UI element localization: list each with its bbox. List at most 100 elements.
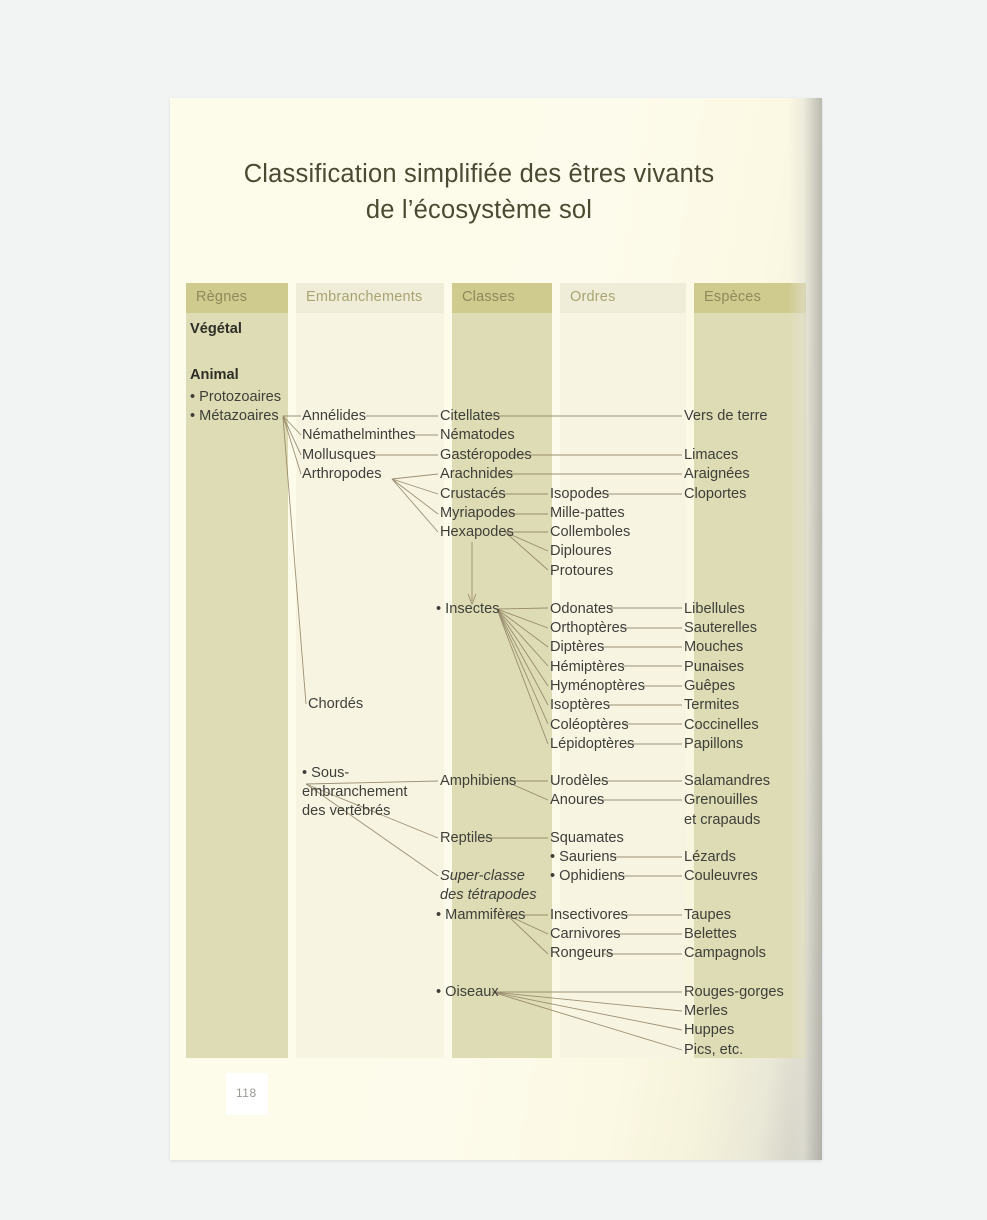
classification-table: Règnes Embranchements Classes Ordres Esp — [186, 283, 806, 1058]
column-header-ordres-label: Ordres — [570, 289, 616, 305]
book-page: Classification simplifiée des êtres viva… — [170, 98, 822, 1160]
column-classes: Classes — [452, 283, 552, 1058]
item-mammiferes: • Mammifères — [436, 907, 526, 923]
item-isopodes: Isopodes — [550, 486, 610, 502]
item-cloportes: Cloportes — [684, 486, 747, 502]
item-metazoaires: • Métazoaires — [190, 408, 279, 424]
item-superclasse-line-1: Super-classe — [440, 868, 525, 884]
column-header-classes-label: Classes — [462, 289, 515, 305]
item-odonates: Odonates — [550, 601, 614, 617]
column-embranchements-band — [296, 283, 444, 1058]
page-number: 118 — [226, 1073, 268, 1115]
item-belettes: Belettes — [684, 926, 737, 942]
item-nematodes: Nématodes — [440, 427, 515, 443]
item-chordes: Chordés — [308, 696, 364, 712]
item-urodeles: Urodèles — [550, 773, 609, 789]
item-grenouilles-line-1: Grenouilles — [684, 792, 758, 808]
column-header-especes: Espèces — [694, 283, 806, 313]
item-mille-pattes: Mille-pattes — [550, 505, 625, 521]
column-especes: Espèces — [694, 283, 806, 1058]
item-reptiles: Reptiles — [440, 830, 493, 846]
column-header-embranchements-label: Embranchements — [306, 289, 423, 305]
item-insectivores: Insectivores — [550, 907, 628, 923]
connector-lines — [282, 415, 683, 1051]
item-myriapodes: Myriapodes — [440, 505, 516, 521]
item-merles: Merles — [684, 1003, 728, 1019]
item-carnivores: Carnivores — [550, 926, 621, 942]
column-ordres-band — [560, 283, 686, 1058]
item-mollusques: Mollusques — [302, 447, 376, 463]
item-oiseaux: • Oiseaux — [436, 984, 499, 1000]
item-coccinelles: Coccinelles — [684, 717, 759, 733]
item-grenouilles-line-2: et crapauds — [684, 812, 761, 828]
item-couleuvres: Couleuvres — [684, 868, 758, 884]
item-mouches: Mouches — [684, 639, 744, 655]
item-sous-embranchement-line-3: des vertébrés — [302, 803, 391, 819]
item-citellates: Citellates — [440, 408, 501, 424]
item-sauterelles: Sauterelles — [684, 620, 758, 636]
item-squamates: Squamates — [550, 830, 624, 846]
item-punaises: Punaises — [684, 659, 745, 675]
item-vegetal: Végétal — [190, 321, 242, 337]
column-header-embranchements: Embranchements — [296, 283, 444, 313]
item-protoures: Protoures — [550, 563, 614, 579]
item-lepidopteres: Lépidoptères — [550, 736, 635, 752]
column-especes-band — [694, 283, 806, 1058]
column-regnes: Règnes — [186, 283, 288, 1058]
item-superclasse-line-2: des tétrapodes — [440, 887, 537, 903]
item-salamandres: Salamandres — [684, 773, 770, 789]
item-huppes: Huppes — [684, 1022, 735, 1038]
page-title-line-2: de l’écosystème sol — [365, 196, 593, 224]
column-regnes-band — [186, 283, 288, 1058]
item-pics: Pics, etc. — [684, 1042, 744, 1058]
page-title-line-1: Classification simplifiée des êtres viva… — [243, 160, 715, 188]
item-diploures: Diploures — [550, 543, 612, 559]
item-rongeurs: Rongeurs — [550, 945, 614, 961]
item-animal: Animal — [190, 367, 239, 383]
item-coleopteres: Coléoptères — [550, 717, 629, 733]
item-termites: Termites — [684, 697, 740, 713]
item-sous-embranchement-line-1: • Sous- — [302, 765, 350, 781]
item-arachnides: Arachnides — [440, 466, 514, 482]
item-vers-de-terre: Vers de terre — [684, 408, 768, 424]
item-isopteres: Isoptères — [550, 697, 611, 713]
item-sous-embranchement-line-2: embranchement — [302, 784, 408, 800]
item-guepes: Guêpes — [684, 678, 736, 694]
item-orthopteres: Orthoptères — [550, 620, 628, 636]
page-number-label: 118 — [236, 1086, 257, 1100]
item-amphibiens: Amphibiens — [440, 773, 517, 789]
classification-text-layer: Végétal Animal • Protozoaires • Métazoai… — [170, 98, 822, 1160]
item-hemipteres: Hémiptères — [550, 659, 625, 675]
item-insectes: • Insectes — [436, 601, 500, 617]
item-hymenopteres: Hyménoptères — [550, 678, 645, 694]
item-dipteres: Diptères — [550, 639, 605, 655]
column-header-regnes-label: Règnes — [196, 289, 248, 305]
item-taupes: Taupes — [684, 907, 732, 923]
item-protozoaires: • Protozoaires — [190, 389, 282, 405]
item-campagnols: Campagnols — [684, 945, 766, 961]
item-arthropodes: Arthropodes — [302, 466, 382, 482]
item-collemboles: Collemboles — [550, 524, 631, 540]
column-embranchements: Embranchements — [296, 283, 444, 1058]
column-header-classes: Classes — [452, 283, 552, 313]
item-araignees: Araignées — [684, 466, 750, 482]
item-nemathelminthes: Némathelminthes — [302, 427, 416, 443]
item-ophidiens: • Ophidiens — [550, 868, 625, 884]
item-gasteropodes: Gastéropodes — [440, 447, 532, 463]
item-hexapodes: Hexapodes — [440, 524, 514, 540]
item-rouges-gorges: Rouges-gorges — [684, 984, 784, 1000]
column-header-ordres: Ordres — [560, 283, 686, 313]
item-libellules: Libellules — [684, 601, 745, 617]
item-papillons: Papillons — [684, 736, 744, 752]
column-ordres: Ordres — [560, 283, 686, 1058]
column-header-regnes: Règnes — [186, 283, 288, 313]
item-crustaces: Crustacés — [440, 486, 506, 502]
page-title: Classification simplifiée des êtres viva… — [170, 156, 788, 228]
column-header-especes-label: Espèces — [704, 289, 762, 305]
item-lezards: Lézards — [684, 849, 736, 865]
item-anoures: Anoures — [550, 792, 605, 808]
item-annelides: Annélides — [302, 408, 367, 424]
column-classes-band — [452, 283, 552, 1058]
item-sauriens: • Sauriens — [550, 849, 617, 865]
item-limaces: Limaces — [684, 447, 739, 463]
